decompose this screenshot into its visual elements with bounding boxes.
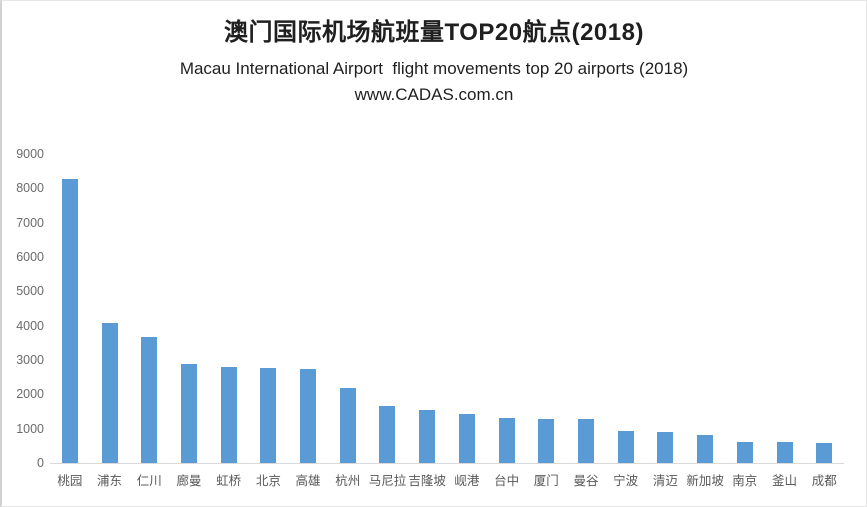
- y-tick-label: 2000: [16, 387, 44, 402]
- bar-台中: [498, 418, 515, 463]
- bar-column: 廊曼: [169, 155, 209, 488]
- y-tick-label: 4000: [16, 318, 44, 333]
- bar-column: 岘港: [447, 155, 487, 488]
- x-tick-label: 廊曼: [176, 474, 202, 488]
- bar-column: 桃园: [50, 155, 90, 488]
- x-tick-label: 清迈: [652, 474, 678, 488]
- bar-column: 北京: [249, 155, 289, 488]
- y-axis: 0 1000 2000 3000 4000 5000 6000 7000 8000 9000: [2, 147, 44, 470]
- bar-column: 釜山: [765, 155, 805, 488]
- bar-column: 马尼拉: [368, 155, 408, 488]
- bar-廊曼: [180, 363, 197, 463]
- y-tick-label: 6000: [16, 250, 44, 264]
- bar-杭州: [339, 387, 356, 463]
- x-tick-label: 厦门: [533, 474, 559, 488]
- y-tick-label: 7000: [16, 215, 44, 230]
- x-tick-label: 杭州: [335, 474, 361, 488]
- x-tick-label: 仁川: [136, 474, 162, 488]
- x-tick-label: 高雄: [295, 474, 321, 488]
- bar-虹桥: [220, 366, 237, 463]
- bar-新加坡: [697, 434, 714, 463]
- bar-桃园: [61, 179, 78, 463]
- bar-column: 仁川: [129, 155, 169, 488]
- x-tick-label: 南京: [732, 474, 758, 488]
- plot-area: 桃园 浦东 仁川 廊曼 虹桥 北京 高雄 杭州 马尼拉 吉隆坡 岘港 台中 厦门 曼谷 宁波 清迈 新加坡 南京釜…: [50, 155, 844, 488]
- bar-釜山: [776, 442, 793, 463]
- bar-成都: [816, 443, 833, 463]
- x-tick-label: 吉隆坡: [408, 474, 446, 488]
- x-tick-label: 曼谷: [573, 474, 599, 488]
- bar-浦东: [101, 322, 118, 463]
- y-tick-label: 8000: [16, 181, 44, 196]
- bar-column: 宁波: [606, 155, 646, 488]
- x-tick-label: 新加坡: [686, 474, 724, 488]
- bar-马尼拉: [379, 406, 396, 463]
- x-tick-label: 宁波: [613, 474, 639, 488]
- bar-column: 成都: [804, 155, 844, 488]
- x-tick-label: 浦东: [97, 474, 123, 488]
- bar-宁波: [617, 431, 634, 463]
- bar-column: 杭州: [328, 155, 368, 488]
- chart-title: 澳门国际机场航班量TOP20航点(2018): [224, 19, 644, 46]
- y-tick-label: 1000: [16, 421, 44, 436]
- y-tick-label: 0: [37, 456, 44, 470]
- y-tick-label: 3000: [16, 353, 44, 367]
- chart-subtitle-english: Macau International Airport flight movem…: [179, 59, 689, 78]
- x-tick-label: 岘港: [454, 474, 480, 488]
- bar-column: 高雄: [288, 155, 328, 488]
- y-tick-label: 5000: [16, 284, 44, 299]
- bar-曼谷: [577, 419, 594, 463]
- bar-column: 曼谷: [566, 155, 606, 488]
- x-tick-label: 桃园: [57, 474, 83, 488]
- bar-column: 吉隆坡: [407, 155, 447, 488]
- bar-清迈: [657, 432, 674, 463]
- x-tick-label: 釜山: [771, 474, 798, 488]
- bar-column: 新加坡: [685, 155, 725, 488]
- bar-厦门: [538, 419, 555, 463]
- bar-岘港: [458, 413, 475, 463]
- bar-column: 南京: [725, 155, 765, 488]
- x-tick-label: 成都: [811, 474, 837, 488]
- bar-column: 厦门: [526, 155, 566, 488]
- bar-北京: [260, 368, 277, 463]
- x-tick-label: 台中: [494, 474, 520, 488]
- chart-header: 澳门国际机场航班量TOP20航点(2018) Macau Internation…: [2, 1, 866, 107]
- x-tick-label: 马尼拉: [368, 474, 407, 488]
- y-tick-label: 9000: [16, 147, 44, 161]
- bar-column: 台中: [487, 155, 527, 488]
- bar-南京: [736, 442, 753, 463]
- x-tick-label: 虹桥: [216, 474, 242, 488]
- x-tick-label: 北京: [255, 474, 281, 488]
- source-website: www.CADAS.com.cn: [354, 85, 514, 104]
- bar-吉隆坡: [419, 410, 436, 463]
- bar-高雄: [300, 369, 317, 463]
- bar-column: 虹桥: [209, 155, 249, 488]
- bar-column: 清迈: [646, 155, 686, 488]
- bar-column: 浦东: [90, 155, 130, 488]
- bar-仁川: [141, 336, 158, 463]
